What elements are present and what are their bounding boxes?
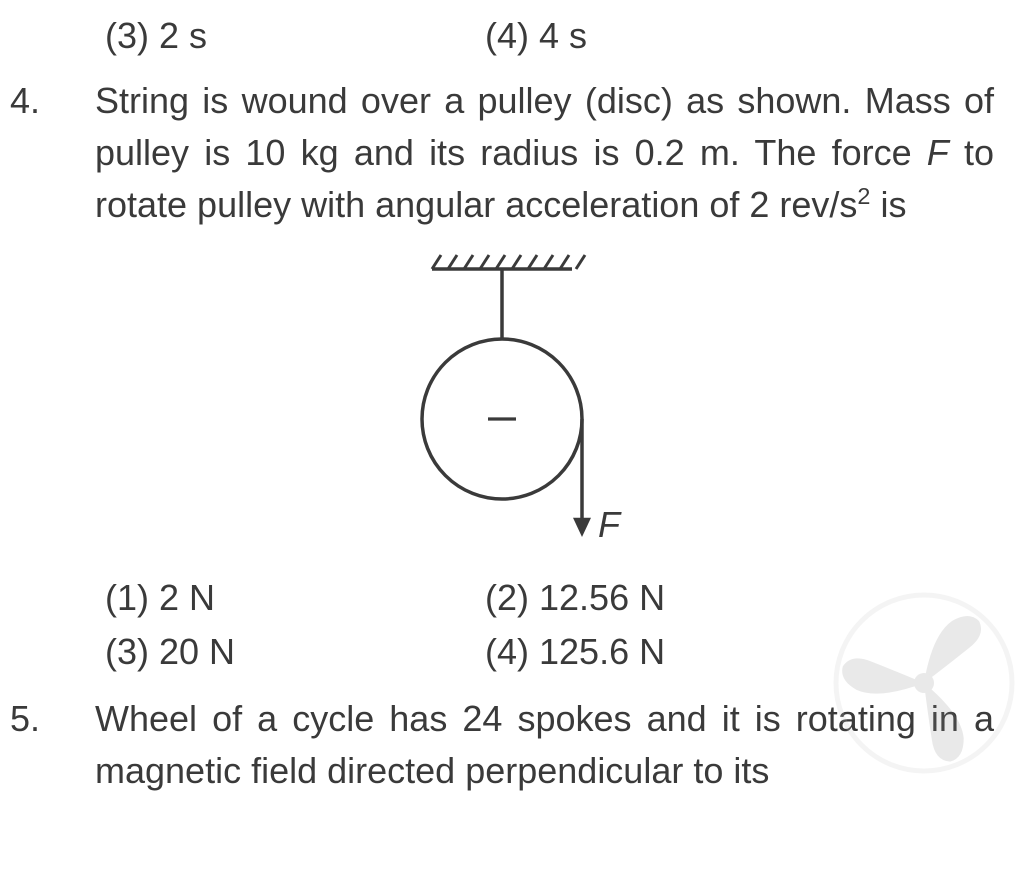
pulley-diagram: F xyxy=(352,247,652,557)
q4-force-symbol: F xyxy=(927,132,949,173)
question-4-number: 4. xyxy=(10,75,95,127)
q4-text-part3: is xyxy=(870,184,906,225)
question-4: 4. String is wound over a pulley (disc) … xyxy=(10,75,994,673)
prev-option-4: (4) 4 s xyxy=(485,15,994,57)
watermark-logo xyxy=(829,588,1019,783)
prev-option-3: (3) 2 s xyxy=(105,15,485,57)
watermark-icon xyxy=(829,588,1019,778)
question-4-header: 4. String is wound over a pulley (disc) … xyxy=(10,75,994,232)
prev-question-options-row: (3) 2 s (4) 4 s xyxy=(10,15,994,57)
pulley-diagram-container: F xyxy=(10,247,994,557)
svg-text:F: F xyxy=(598,504,622,545)
q4-option-3: (3) 20 N xyxy=(105,631,485,673)
q4-text-part1: String is wound over a pulley (disc) as … xyxy=(95,80,994,173)
q4-option-1: (1) 2 N xyxy=(105,577,485,619)
q4-exponent: 2 xyxy=(857,183,870,209)
question-5-number: 5. xyxy=(10,693,95,745)
question-4-text: String is wound over a pulley (disc) as … xyxy=(95,75,994,232)
